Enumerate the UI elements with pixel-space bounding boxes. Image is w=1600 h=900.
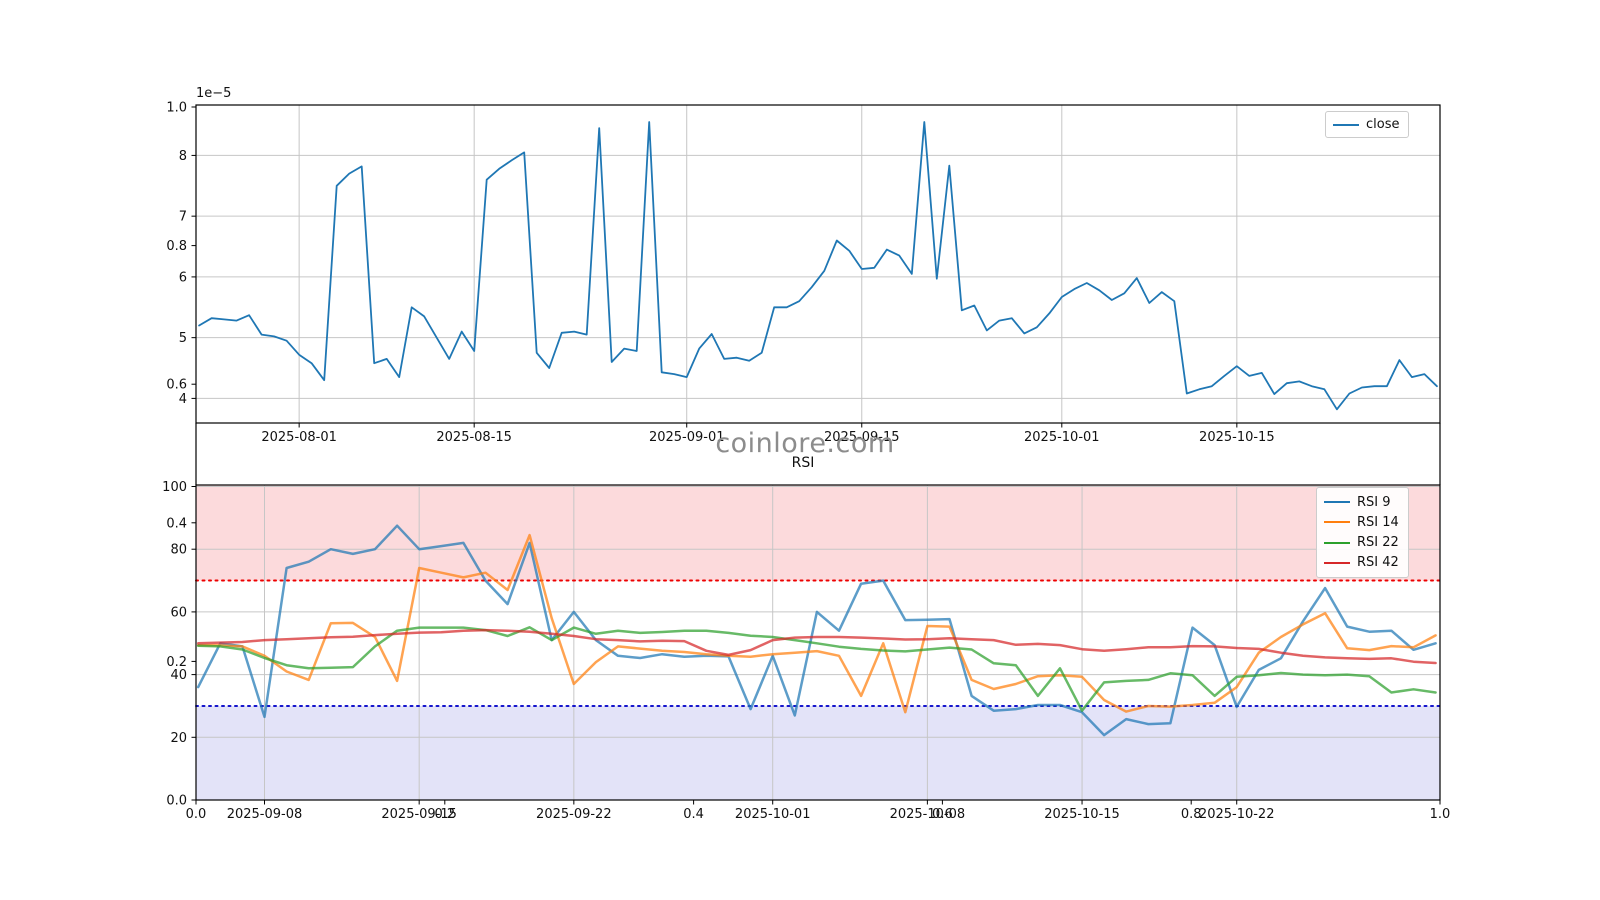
background-y-tick-label: 0.8 [166, 239, 187, 254]
rsi-legend: RSI 9 RSI 14 RSI 22 RSI 42 [1316, 487, 1409, 578]
price-legend-entry: close [1333, 116, 1399, 133]
background-y-tick-label: 0.6 [166, 378, 187, 393]
price-y-tick-label: 8 [179, 149, 187, 164]
price-x-tick-label: 2025-08-01 [261, 430, 337, 445]
rsi-legend-line-sample [1324, 541, 1350, 544]
price-y-tick-label: 6 [179, 270, 187, 285]
rsi-legend-label: RSI 42 [1357, 555, 1399, 571]
rsi-legend-entry: RSI 22 [1324, 533, 1399, 553]
price-y-tick-label: 5 [179, 331, 187, 346]
rsi-x-tick-label: 2025-09-22 [536, 807, 612, 822]
rsi-legend-entry: RSI 9 [1324, 492, 1399, 512]
rsi-x-tick-label: 2025-09-08 [227, 807, 303, 822]
rsi-band-1 [196, 705, 1440, 800]
rsi-y-tick-label: 20 [170, 731, 187, 746]
price-x-tick-label: 2025-09-01 [649, 430, 725, 445]
rsi-legend-entry: RSI 42 [1324, 553, 1399, 573]
rsi-x-tick-label: 2025-10-01 [735, 807, 811, 822]
background-x-tick-label: 0.8 [1181, 807, 1202, 822]
price-legend: close [1325, 111, 1410, 138]
rsi-legend-entry: RSI 14 [1324, 512, 1399, 532]
rsi-legend-line-sample [1324, 521, 1350, 524]
rsi-9-line [196, 524, 1437, 737]
rsi-legend-line-sample [1324, 561, 1350, 564]
rsi-x-tick-label: 2025-09-15 [381, 807, 457, 822]
rsi-band-0 [196, 485, 1440, 581]
rsi-y-tick-label: 100 [162, 480, 187, 495]
price-x-tick-label: 2025-10-01 [1024, 430, 1100, 445]
close-line [198, 121, 1438, 411]
price-y-tick-label: 7 [179, 210, 187, 225]
background-x-tick-label: 1.0 [1430, 807, 1451, 822]
rsi-22-line [196, 626, 1437, 712]
rsi-y-tick-label: 60 [170, 605, 187, 620]
y-axis-offset-label: 1e−5 [196, 86, 232, 101]
rsi-y-tick-label: 40 [170, 668, 187, 683]
rsi-legend-label: RSI 14 [1357, 514, 1399, 530]
price-legend-label: close [1366, 117, 1400, 132]
price-legend-line-sample [1333, 123, 1359, 126]
price-x-tick-label: 2025-10-15 [1199, 430, 1275, 445]
background-x-tick-label: 0.2 [434, 807, 455, 822]
background-x-tick-label: 0.6 [932, 807, 953, 822]
price-x-tick-label: 2025-08-15 [436, 430, 512, 445]
rsi-42-line [196, 628, 1437, 665]
rsi-x-tick-label: 2025-10-15 [1044, 807, 1120, 822]
background-x-tick-label: 0.0 [186, 807, 207, 822]
rsi-x-tick-label: 2025-10-08 [890, 807, 966, 822]
watermark: coinlore.com [715, 428, 895, 459]
background-y-tick-label: 1.0 [166, 101, 187, 116]
price-y-tick-label: 4 [179, 392, 187, 407]
background-y-tick-label: 0.2 [166, 655, 187, 670]
price-axes-box [195, 104, 1441, 424]
rsi-chart-title: RSI [791, 455, 815, 471]
rsi-legend-line-sample [1324, 501, 1350, 504]
rsi-14-line [196, 533, 1437, 714]
background-y-tick-label: 0.0 [166, 794, 187, 809]
background-x-tick-label: 0.4 [683, 807, 704, 822]
rsi-legend-label: RSI 22 [1357, 535, 1399, 551]
background-y-tick-label: 0.4 [166, 516, 187, 531]
rsi-axes-box [195, 484, 1441, 801]
rsi-x-tick-label: 2025-10-22 [1199, 807, 1275, 822]
rsi-y-tick-label: 80 [170, 543, 187, 558]
rsi-legend-label: RSI 9 [1357, 494, 1391, 510]
price-x-tick-label: 2025-09-15 [824, 430, 900, 445]
